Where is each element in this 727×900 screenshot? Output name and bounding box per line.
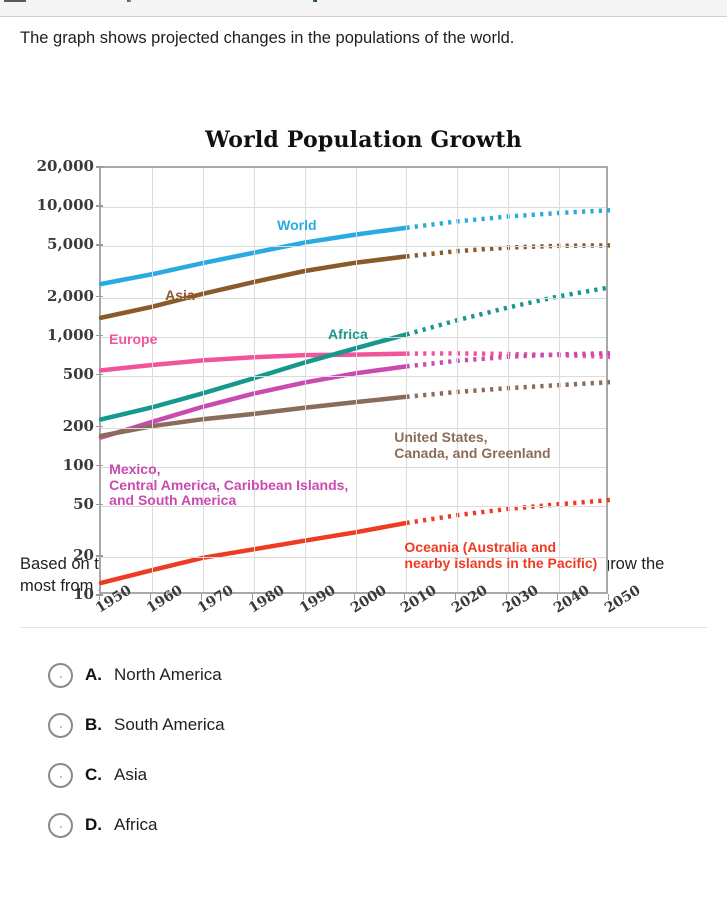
series-line-projected	[405, 285, 611, 337]
y-axis-tick-label: 500	[19, 365, 103, 383]
gridline-vertical	[304, 168, 306, 593]
gridline-horizontal	[101, 336, 606, 338]
chart-title: World Population Growth	[205, 127, 522, 154]
prompt-text: The graph shows projected changes in the…	[20, 29, 515, 47]
gridline-vertical	[457, 168, 459, 593]
y-axis-tick-label: 50	[19, 495, 103, 513]
gridline-vertical	[253, 168, 255, 593]
answer-option[interactable]: C. Asia	[0, 750, 727, 800]
radio-button-d[interactable]	[48, 812, 73, 838]
section-divider	[20, 627, 707, 629]
series-label-line: Europe	[109, 331, 158, 348]
y-axis-tick-label: 20,000	[19, 157, 103, 175]
topbar-fragment	[127, 0, 129, 2]
series-label-line: Oceania (Australia and	[404, 539, 557, 556]
radio-button-b[interactable]	[48, 712, 73, 738]
topbar-fragment	[315, 0, 317, 2]
series-label: Asia	[165, 287, 195, 304]
x-axis-tick-mark	[557, 594, 559, 601]
series-label-line: Mexico,	[109, 460, 161, 477]
gridline-vertical	[151, 168, 153, 593]
answer-option[interactable]: D. Africa	[0, 800, 727, 850]
gridline-vertical	[406, 168, 408, 593]
option-label: Asia	[114, 765, 148, 785]
option-letter: D.	[85, 815, 102, 835]
answer-option[interactable]: A. North America	[0, 650, 727, 700]
series-label: Mexico, Central America, Caribbean Island…	[109, 460, 349, 509]
gridline-horizontal	[101, 246, 606, 248]
topbar-fragment	[313, 0, 315, 2]
gridline-horizontal	[101, 427, 606, 429]
gridline-horizontal	[101, 505, 606, 507]
answer-options-list: A. North America B. South America C. Asia D. Af…	[0, 628, 727, 850]
option-label: Africa	[114, 815, 158, 835]
x-axis-tick-mark	[455, 594, 457, 601]
series-label-line: United States,	[394, 428, 488, 445]
y-axis-tick-label: 10,000	[19, 196, 103, 214]
x-axis-tick-mark	[506, 594, 508, 601]
option-letter: B.	[85, 715, 102, 735]
series-label: United States, Canada, and Greenland	[394, 428, 551, 461]
chart-figure: World Population Growth 20,000 10,000 5,00…	[0, 49, 727, 617]
radio-button-c[interactable]	[48, 762, 73, 788]
y-axis-tick-label: 1,000	[19, 326, 103, 344]
gridline-horizontal	[101, 557, 606, 559]
option-label: North America	[114, 665, 222, 685]
y-axis-tick-label: 200	[19, 417, 103, 435]
y-axis-tick-label: 5,000	[19, 235, 103, 253]
series-label-line: Central America, Caribbean Islands,	[109, 476, 349, 493]
x-axis-tick-mark	[353, 594, 355, 601]
x-axis-tick-mark	[404, 594, 406, 601]
x-axis-tick-mark	[200, 594, 202, 601]
gridline-horizontal	[101, 207, 606, 209]
series-label: Oceania (Australia and nearby islands in …	[404, 540, 597, 571]
series-label-line: Canada, and Greenland	[394, 444, 551, 461]
x-axis-tick-mark	[251, 594, 253, 601]
x-axis-tick-mark	[302, 594, 304, 601]
gridline-horizontal	[101, 375, 606, 377]
x-axis-tick-mark	[608, 594, 609, 601]
series-label: World	[277, 216, 317, 234]
chart-plot-area	[98, 166, 611, 595]
gridline-vertical	[508, 168, 510, 593]
y-axis-tick-label: 2,000	[19, 287, 103, 305]
y-axis-tick-label: 20	[19, 546, 103, 564]
series-label-line: Asia	[165, 287, 195, 304]
gridline-vertical	[355, 168, 357, 593]
series-label-line: World	[277, 216, 317, 233]
series-label-line: nearby islands in the Pacific)	[404, 555, 598, 572]
answer-option[interactable]: B. South America	[0, 700, 727, 750]
x-axis-tick-mark	[149, 594, 151, 601]
x-axis-tick-mark	[99, 594, 100, 601]
series-label: Africa	[328, 326, 368, 343]
series-label-line: and South America	[109, 492, 237, 509]
option-letter: A.	[85, 665, 102, 685]
series-label-line: Africa	[328, 326, 368, 343]
gridline-vertical	[202, 168, 204, 593]
y-axis-tick-label: 10	[19, 585, 103, 603]
topbar-fragment	[129, 0, 131, 2]
gridline-horizontal	[101, 297, 606, 299]
series-label: Europe	[109, 332, 157, 348]
y-axis-tick-label: 100	[19, 456, 103, 474]
gridline-vertical	[559, 168, 561, 593]
browser-top-bar	[0, 0, 727, 17]
topbar-fragment	[4, 0, 26, 2]
gridline-horizontal	[101, 466, 606, 468]
radio-button-a[interactable]	[48, 662, 73, 688]
option-letter: C.	[85, 765, 102, 785]
option-label: South America	[114, 715, 225, 735]
